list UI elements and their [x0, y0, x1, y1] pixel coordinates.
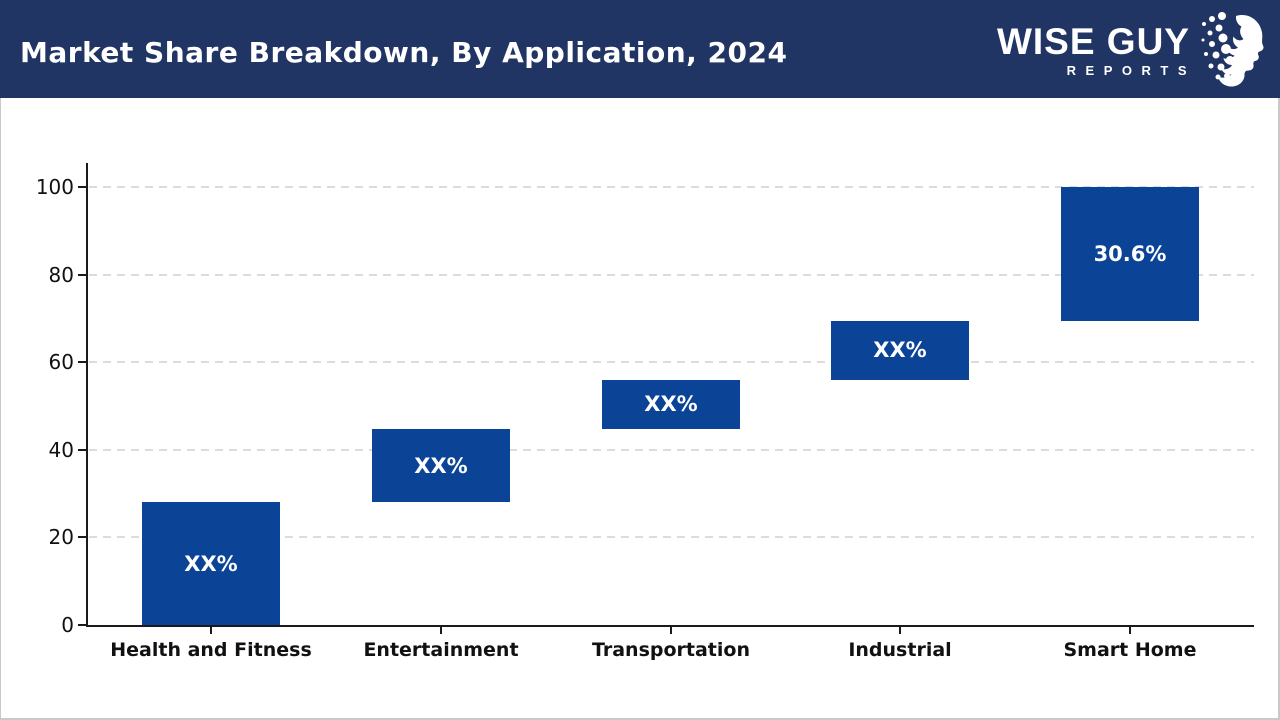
bar-value-label: XX% — [414, 453, 468, 478]
y-tick-label: 0 — [61, 613, 74, 637]
y-tick-mark-0 — [78, 624, 86, 626]
y-tick-mark-80 — [78, 273, 86, 276]
logo-face-icon — [1201, 12, 1264, 87]
bar-value-label: XX% — [644, 392, 698, 417]
bar-value-label: XX% — [873, 338, 927, 363]
logo-wiseguy-text: WISE GUY — [996, 20, 1190, 62]
logo-reports-text: REPORTS — [1066, 62, 1196, 78]
gridline-80 — [89, 273, 1254, 276]
x-tick-label-industrial: Industrial — [848, 639, 952, 661]
x-tick-mark-entertainment — [440, 627, 442, 634]
y-tick-label: 80 — [48, 262, 74, 287]
header-bar: Market Share Breakdown, By Application, … — [0, 0, 1280, 98]
y-tick-label: 20 — [48, 525, 74, 550]
x-tick-mark-smart-home — [1129, 627, 1131, 634]
bar-entertainment: XX% — [372, 428, 510, 503]
y-tick-mark-100 — [78, 186, 86, 188]
y-axis-line — [86, 163, 88, 627]
x-tick-mark-industrial — [899, 627, 901, 634]
y-tick-label: 100 — [35, 175, 74, 199]
gridline-40 — [89, 448, 1254, 451]
x-axis-line — [86, 625, 1254, 627]
x-tick-mark-health-and-fitness — [210, 627, 212, 634]
x-tick-label-transportation: Transportation — [591, 639, 750, 661]
y-tick-label: 40 — [48, 437, 74, 462]
y-tick-mark-60 — [78, 361, 86, 364]
bar-health-and-fitness: XX% — [142, 502, 280, 625]
y-tick-label: 60 — [48, 350, 74, 375]
bar-industrial: XX% — [831, 321, 969, 380]
y-tick-mark-40 — [78, 448, 86, 451]
gridline-20 — [89, 536, 1254, 539]
page-title: Market Share Breakdown, By Application, … — [20, 36, 788, 69]
bar-smart-home: 30.6% — [1061, 187, 1199, 322]
bar-value-label: XX% — [184, 551, 238, 576]
x-tick-label-entertainment: Entertainment — [363, 639, 519, 661]
bar-value-label: 30.6% — [1093, 242, 1167, 266]
y-tick-mark-20 — [78, 536, 86, 539]
wiseguy-logo: WISE GUY REPORTS — [997, 8, 1268, 92]
x-tick-mark-transportation — [670, 627, 672, 634]
logo-text: WISE GUY REPORTS — [997, 23, 1190, 78]
x-tick-label-health-and-fitness: Health and Fitness — [110, 639, 312, 661]
bar-transportation: XX% — [602, 379, 740, 429]
gridline-100 — [89, 186, 1254, 188]
gridline-60 — [89, 361, 1254, 364]
x-tick-label-smart-home: Smart Home — [1063, 639, 1197, 661]
